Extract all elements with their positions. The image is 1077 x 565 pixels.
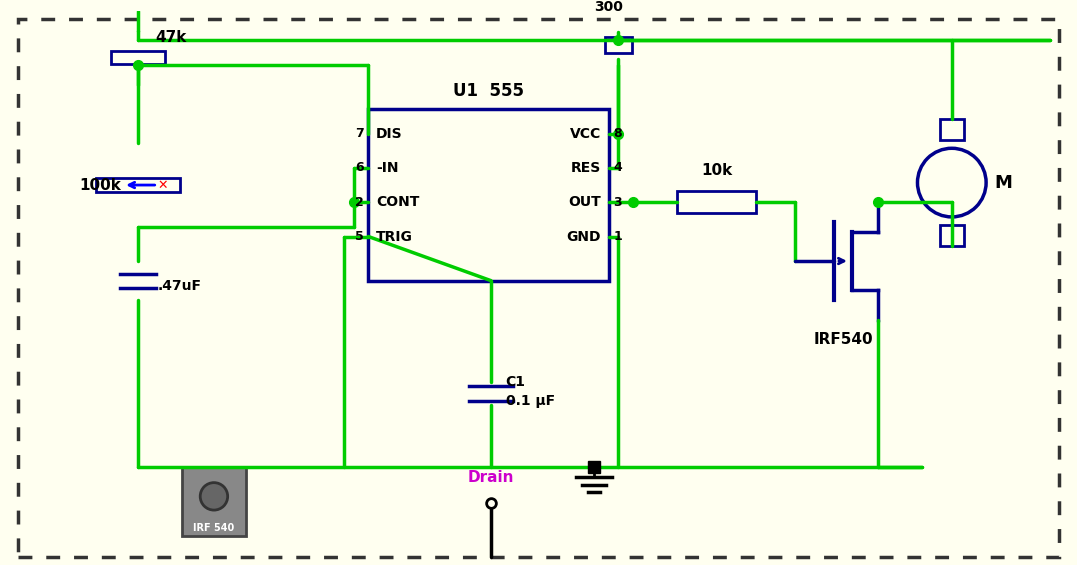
Text: CONT: CONT: [376, 195, 420, 209]
Bar: [604, 37, 632, 53]
Text: -IN: -IN: [376, 161, 398, 175]
Text: OUT: OUT: [568, 195, 601, 209]
Text: Drain: Drain: [467, 470, 514, 485]
Text: C1: C1: [506, 375, 526, 389]
Text: 6: 6: [354, 162, 363, 175]
Text: 0.1 μF: 0.1 μF: [506, 394, 555, 408]
Text: 10k: 10k: [701, 163, 732, 178]
Text: GND: GND: [567, 229, 601, 244]
Text: DIS: DIS: [376, 127, 403, 141]
Text: 47k: 47k: [155, 31, 187, 45]
Text: 100k: 100k: [79, 177, 121, 193]
Text: M: M: [994, 173, 1011, 192]
Bar: [940, 119, 964, 141]
Bar: [940, 225, 964, 246]
Text: 8: 8: [614, 127, 623, 140]
Text: 1: 1: [614, 230, 623, 243]
Text: RES: RES: [571, 161, 601, 175]
Text: TRIG: TRIG: [376, 229, 414, 244]
Text: 300: 300: [595, 0, 624, 14]
Bar: [96, 178, 180, 192]
Text: .47uF: .47uF: [157, 279, 201, 293]
Text: U1  555: U1 555: [453, 82, 524, 101]
Text: IRF 540: IRF 540: [193, 523, 235, 533]
Text: 7: 7: [354, 127, 363, 140]
Circle shape: [200, 483, 227, 510]
Bar: [111, 51, 165, 64]
Text: 4: 4: [614, 162, 623, 175]
Text: VCC: VCC: [570, 127, 601, 141]
Text: 5: 5: [354, 230, 363, 243]
Text: 2: 2: [354, 195, 363, 208]
Bar: [677, 192, 756, 213]
Bar: [182, 467, 246, 536]
Text: ✕: ✕: [157, 179, 168, 192]
Circle shape: [918, 148, 987, 217]
Text: IRF540: IRF540: [814, 332, 873, 347]
Bar: [368, 109, 609, 281]
Text: 3: 3: [614, 195, 623, 208]
